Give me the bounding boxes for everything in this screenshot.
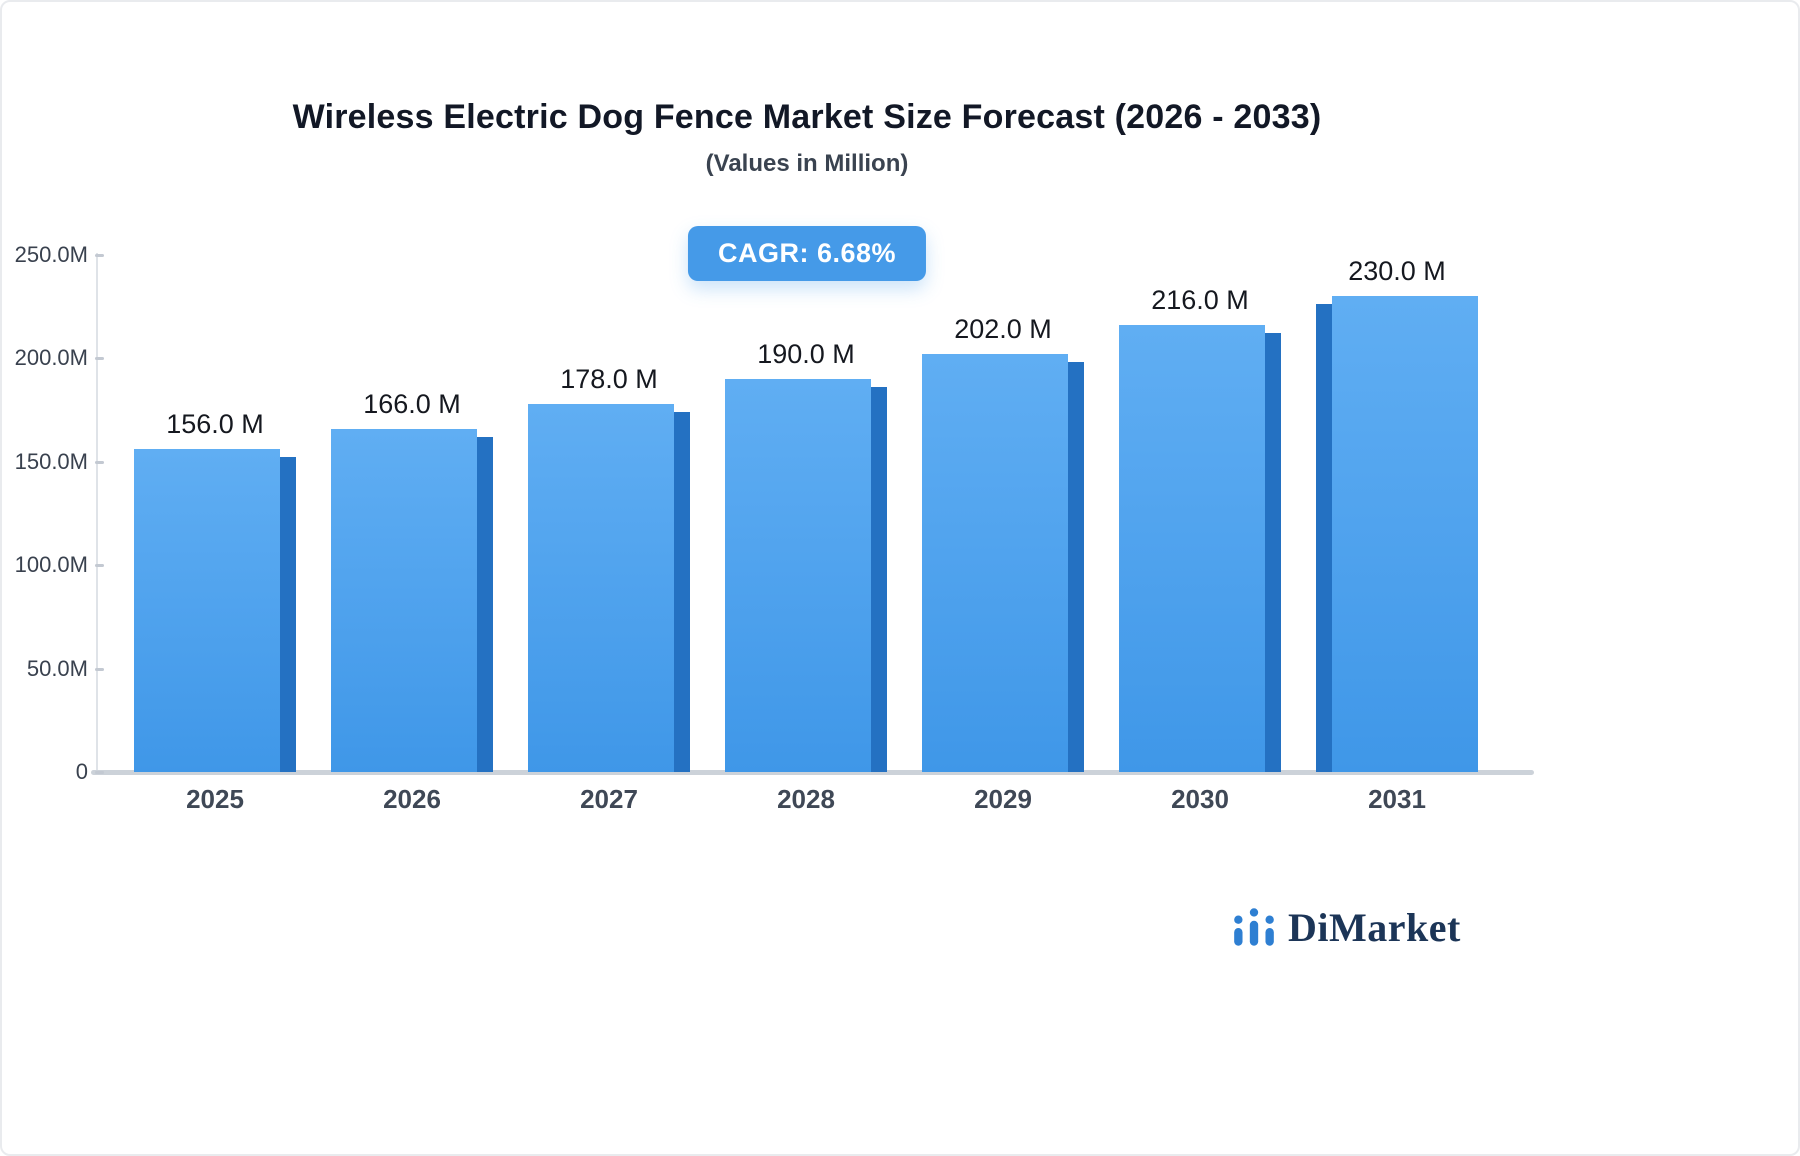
y-axis-tick-label: 50.0M — [26, 656, 88, 681]
y-axis-tick-mark — [95, 668, 104, 671]
chart-title: Wireless Electric Dog Fence Market Size … — [292, 98, 1322, 136]
bar-value-label: 230.0 M — [1348, 256, 1446, 286]
x-axis-label: 2031 — [1368, 784, 1426, 814]
bar — [528, 404, 690, 772]
y-axis-tick-mark — [95, 461, 104, 464]
bar-side — [477, 437, 493, 772]
bar-face — [1119, 325, 1265, 772]
bar-face — [922, 354, 1068, 772]
x-axis-label: 2029 — [974, 784, 1032, 814]
bar-face — [134, 449, 280, 772]
bar-side — [1068, 362, 1084, 772]
bar — [331, 429, 493, 772]
cagr-badge: CAGR: 6.68% — [687, 226, 927, 281]
x-axis-label: 2027 — [580, 784, 638, 814]
bar — [1316, 296, 1478, 772]
x-axis-label: 2030 — [1171, 784, 1229, 814]
bar-face — [1332, 296, 1478, 772]
brand-logo: DiMarket — [1230, 903, 1461, 951]
bar-value-label: 190.0 M — [757, 339, 855, 369]
cagr-badge-label: CAGR: 6.68% — [717, 238, 897, 268]
chart-subtitle: (Values in Million) — [705, 150, 909, 177]
bar — [1119, 325, 1281, 772]
bar-value-label: 202.0 M — [954, 314, 1052, 344]
bar — [922, 354, 1084, 772]
bar-face — [725, 379, 871, 772]
bar-value-label: 216.0 M — [1151, 285, 1249, 315]
bar — [725, 379, 887, 772]
y-axis-tick-label: 250.0M — [14, 242, 88, 267]
x-axis-label: 2026 — [383, 784, 441, 814]
bar-value-label: 178.0 M — [560, 364, 658, 394]
y-axis-tick-mark — [95, 357, 104, 360]
bar-value-label: 156.0 M — [166, 409, 264, 439]
y-axis-tick-mark — [95, 771, 104, 774]
y-axis-tick-label: 100.0M — [14, 552, 88, 577]
bar-value-label: 166.0 M — [363, 389, 461, 419]
y-axis-tick-label: 0 — [75, 759, 88, 784]
x-axis-label: 2025 — [186, 784, 244, 814]
y-axis-tick-mark — [95, 564, 104, 567]
x-axis-line — [91, 770, 1534, 775]
bar-side — [1316, 304, 1332, 772]
bar-side — [280, 457, 296, 772]
bar-face — [528, 404, 674, 772]
bar-face — [331, 429, 477, 772]
bar-side — [871, 387, 887, 772]
y-axis-tick-label: 200.0M — [14, 345, 88, 370]
bar-side — [1265, 333, 1281, 772]
y-axis-line — [96, 253, 98, 774]
bar-side — [674, 412, 690, 772]
bar — [134, 449, 296, 772]
brand-logo-text: DiMarket — [1288, 904, 1461, 950]
x-axis-label: 2028 — [777, 784, 835, 814]
y-axis-tick-mark — [95, 254, 104, 257]
y-axis-tick-label: 150.0M — [14, 449, 88, 474]
dimarket-logo-icon — [1230, 903, 1278, 951]
